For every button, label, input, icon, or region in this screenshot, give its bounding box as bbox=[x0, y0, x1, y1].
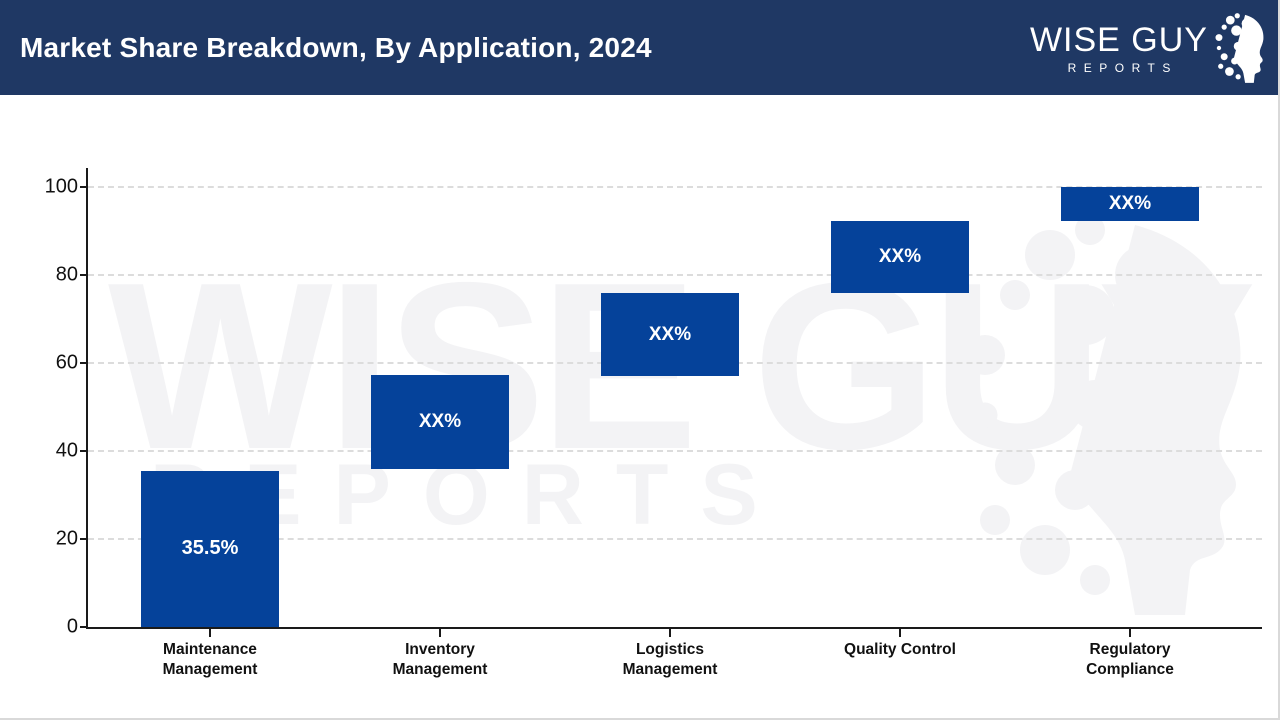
gridline-20 bbox=[88, 538, 1262, 540]
bar-segment: XX% bbox=[831, 220, 969, 294]
y-tick-100 bbox=[80, 186, 88, 188]
x-tick bbox=[439, 629, 441, 637]
category-label: Logistics Management bbox=[622, 641, 718, 678]
gridline-100 bbox=[88, 186, 1262, 188]
y-tick-40 bbox=[80, 450, 88, 452]
y-tick-0 bbox=[80, 626, 88, 628]
y-tick-60 bbox=[80, 362, 88, 364]
bar-segment: 35.5% bbox=[141, 470, 279, 627]
page-title: Market Share Breakdown, By Application, … bbox=[20, 31, 652, 63]
gridline-40 bbox=[88, 450, 1262, 452]
category-label: Quality Control bbox=[844, 641, 956, 658]
bar-value-label: XX% bbox=[1108, 192, 1152, 214]
x-tick bbox=[209, 629, 211, 637]
category-label: Maintenance Management bbox=[162, 641, 258, 678]
y-tick-label-100: 100 bbox=[44, 175, 78, 198]
category-label: Inventory Management bbox=[392, 641, 488, 678]
y-tick-label-0: 0 bbox=[66, 615, 78, 638]
x-tick bbox=[669, 629, 671, 637]
y-tick-20 bbox=[80, 538, 88, 540]
bar-value-label: 35.5% bbox=[181, 537, 239, 560]
logo-subtitle: REPORTS bbox=[1067, 61, 1178, 75]
y-tick-label-40: 40 bbox=[55, 439, 78, 462]
bar-value-label: XX% bbox=[878, 245, 922, 267]
logo-text: WISE GUY REPORTS bbox=[1030, 22, 1208, 76]
y-tick-80 bbox=[80, 274, 88, 276]
y-tick-label-80: 80 bbox=[55, 263, 78, 286]
bar-value-label: XX% bbox=[648, 323, 692, 345]
y-tick-label-20: 20 bbox=[55, 527, 78, 550]
header-bar: Market Share Breakdown, By Application, … bbox=[0, 0, 1278, 95]
y-tick-label-60: 60 bbox=[55, 351, 78, 374]
gridline-80 bbox=[88, 274, 1262, 276]
x-tick bbox=[1129, 629, 1131, 637]
wiseguy-head-icon bbox=[1215, 13, 1264, 83]
bar-segment: XX% bbox=[1061, 187, 1199, 221]
logo-wordmark: WISE GUY bbox=[1029, 21, 1208, 59]
bar-segment: XX% bbox=[601, 293, 739, 377]
bar-value-label: XX% bbox=[418, 410, 462, 432]
x-tick bbox=[899, 629, 901, 637]
y-axis-line bbox=[86, 168, 88, 629]
bar-segment: XX% bbox=[371, 374, 509, 469]
watermark-head-icon bbox=[965, 215, 1241, 615]
wiseguy-logo: WISE GUY REPORTS bbox=[1030, 6, 1266, 90]
x-axis-line bbox=[86, 627, 1262, 629]
category-label: Regulatory Compliance bbox=[1086, 641, 1174, 678]
